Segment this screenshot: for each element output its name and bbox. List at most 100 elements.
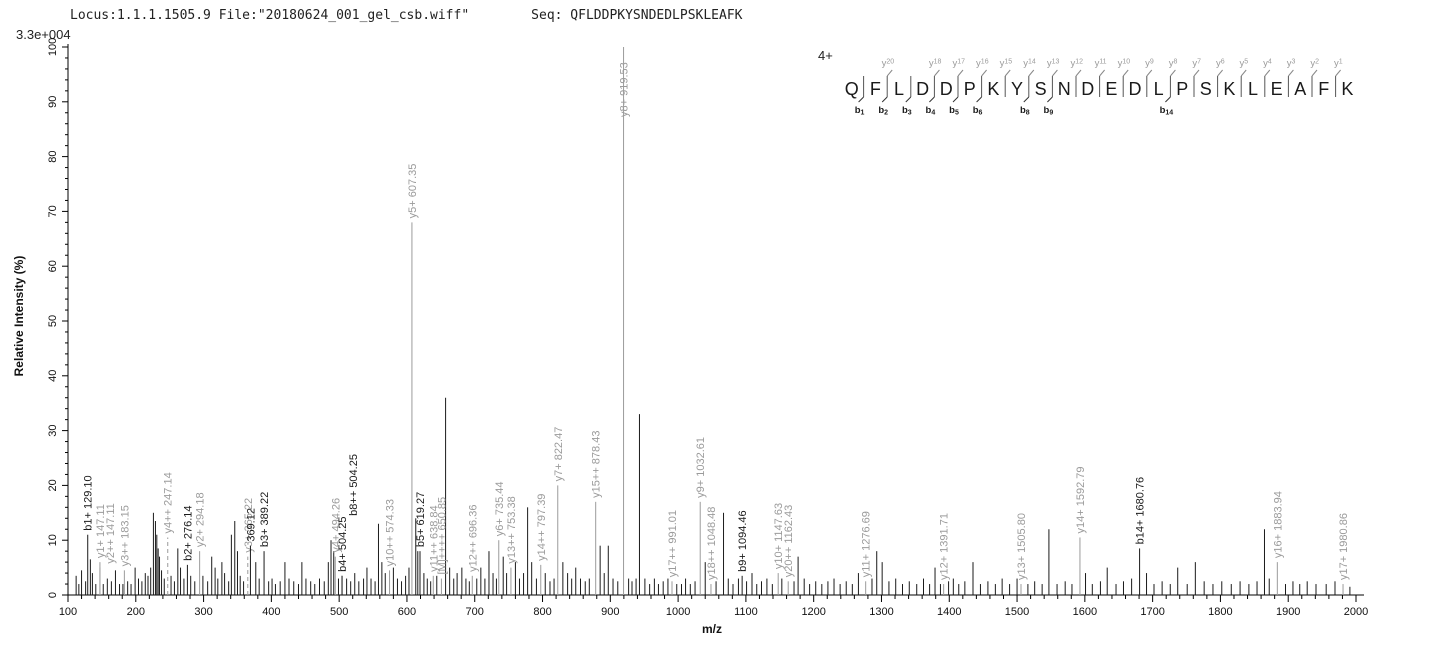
- residue-letter: P: [964, 79, 976, 99]
- y-ion-mark-label: y7: [1192, 58, 1201, 69]
- b-ion-hook: [976, 96, 982, 103]
- peak-label: y20++ 1162.43: [783, 505, 795, 578]
- y-ion-hook: [1028, 69, 1035, 77]
- b-ion-mark-label: b4: [926, 105, 936, 117]
- y-ion-hook: [1193, 69, 1200, 77]
- y-ion-hook: [1052, 69, 1058, 77]
- y-tick-label: 90: [47, 96, 59, 108]
- y-ion-mark-label: y5: [1240, 58, 1249, 69]
- x-tick-label: 500: [330, 606, 348, 618]
- peak-label: y17++ 991.01: [667, 510, 679, 577]
- peak-label: y9+ 1032.61: [695, 437, 707, 498]
- y-ion-mark-label: y17: [952, 58, 965, 69]
- b-ion-hook: [881, 96, 888, 103]
- x-tick-label: 400: [262, 606, 280, 618]
- b-ion-mark-label: b3: [902, 105, 912, 117]
- b-ion-hook: [905, 96, 912, 103]
- b-ion-mark-label: b14: [1160, 105, 1174, 117]
- b-ion-hook: [858, 96, 864, 103]
- residue-letter: F: [870, 79, 881, 99]
- y-tick-label: 80: [47, 150, 59, 162]
- x-tick-label: 100: [59, 606, 77, 618]
- y-ion-hook: [886, 69, 893, 77]
- peak-label: b14+ 1680.76: [1135, 477, 1147, 545]
- x-tick-label: 700: [466, 606, 484, 618]
- header-bar: Locus:1.1.1.1505.9 File:"20180624_001_ge…: [70, 8, 743, 23]
- y-ion-mark-label: y18: [929, 58, 942, 69]
- peak-label: y16+ 1883.94: [1272, 491, 1284, 558]
- y-ion-hook: [934, 69, 940, 77]
- residue-letter: D: [940, 79, 953, 99]
- y-ion-hook: [1311, 69, 1318, 77]
- residue-letter: L: [1154, 79, 1164, 99]
- b-ion-mark-label: b6: [973, 105, 983, 117]
- residue-letter: S: [1035, 79, 1047, 99]
- peak-label: y11+ 1276.69: [861, 511, 873, 577]
- y-ion-mark-label: y13: [1047, 58, 1060, 69]
- x-tick-label: 1100: [734, 606, 758, 618]
- y-ion-hook: [1240, 69, 1247, 77]
- y-ion-mark-label: y15: [1000, 58, 1013, 69]
- locus-file-label: Locus:1.1.1.1505.9 File:"20180624_001_ge…: [70, 8, 470, 23]
- residue-letter: E: [1271, 79, 1283, 99]
- residue-letter: Y: [1011, 79, 1023, 99]
- peak-label: y8+ 919.53: [619, 62, 631, 117]
- y-ion-hook: [1264, 69, 1271, 77]
- residue-letter: L: [894, 79, 904, 99]
- y-ion-mark-label: y4: [1263, 58, 1272, 69]
- peak-label: y2+ 294.18: [195, 492, 207, 547]
- peak-label: [M]++++ 650.85: [436, 497, 448, 575]
- peak-label: y10+ 1147.63: [773, 503, 785, 569]
- b-ion-mark-label: b5: [949, 105, 959, 117]
- y-ion-hook: [1099, 69, 1105, 77]
- residue-letter: D: [1081, 79, 1094, 99]
- peak-label: y17+ 1980.86: [1338, 513, 1350, 580]
- peak-label: y3++ 183.15: [119, 505, 131, 566]
- b-ion-hook: [1047, 96, 1053, 103]
- residue-letter: D: [1129, 79, 1142, 99]
- x-tick-label: 1900: [1276, 606, 1300, 618]
- y-ion-mark-label: y9: [1145, 58, 1154, 69]
- y-ion-hook: [1217, 69, 1223, 77]
- y-ion-mark-label: y8: [1169, 58, 1178, 69]
- x-tick-label: 1800: [1208, 606, 1232, 618]
- b-ion-mark-label: b2: [878, 105, 888, 117]
- peak-label: 369.12: [245, 508, 257, 542]
- residue-letter: F: [1318, 79, 1329, 99]
- residue-letter: K: [1341, 79, 1353, 99]
- peak-label: b1+ 129.10: [83, 475, 95, 530]
- b-ion-mark-label: b9: [1044, 105, 1054, 117]
- x-tick-label: 1400: [937, 606, 961, 618]
- y-tick-label: 60: [47, 260, 59, 272]
- peak-label: b3+ 389.22: [259, 492, 271, 547]
- peak-label: y14+ 1592.79: [1075, 466, 1087, 533]
- b-ion-hook: [929, 96, 935, 103]
- residue-letter: K: [1223, 79, 1235, 99]
- peak-label: b2+ 276.14: [182, 505, 194, 560]
- y-ion-mark-label: y10: [1118, 58, 1131, 69]
- x-tick-label: 600: [398, 606, 416, 618]
- x-tick-label: 900: [601, 606, 619, 618]
- y-ion-mark-label: y6: [1216, 58, 1225, 69]
- peak-label: y10++ 574.33: [385, 499, 397, 566]
- y-tick-label: 40: [47, 370, 59, 382]
- sequence-label: Seq: QFLDDPKYSNDEDLPSKLEAFK: [531, 8, 743, 23]
- y-tick-label: 50: [47, 315, 59, 327]
- x-tick-label: 1500: [1005, 606, 1029, 618]
- y-ion-hook: [1288, 69, 1294, 77]
- y-tick-label: 100: [47, 38, 59, 56]
- x-tick-label: 1700: [1140, 606, 1164, 618]
- x-tick-label: 2000: [1344, 606, 1368, 618]
- y-ion-hook: [1075, 69, 1082, 77]
- residue-letter: K: [987, 79, 999, 99]
- b-ion-hook: [952, 96, 959, 103]
- residue-letter: D: [916, 79, 929, 99]
- y-tick-label: 70: [47, 205, 59, 217]
- x-tick-label: 200: [127, 606, 145, 618]
- y-ion-mark-label: y11: [1095, 58, 1107, 69]
- residue-letter: Q: [845, 79, 859, 99]
- x-tick-label: 1000: [666, 606, 690, 618]
- peak-label: y18++ 1048.48: [706, 507, 718, 580]
- peak-label: y12++ 696.36: [467, 505, 479, 572]
